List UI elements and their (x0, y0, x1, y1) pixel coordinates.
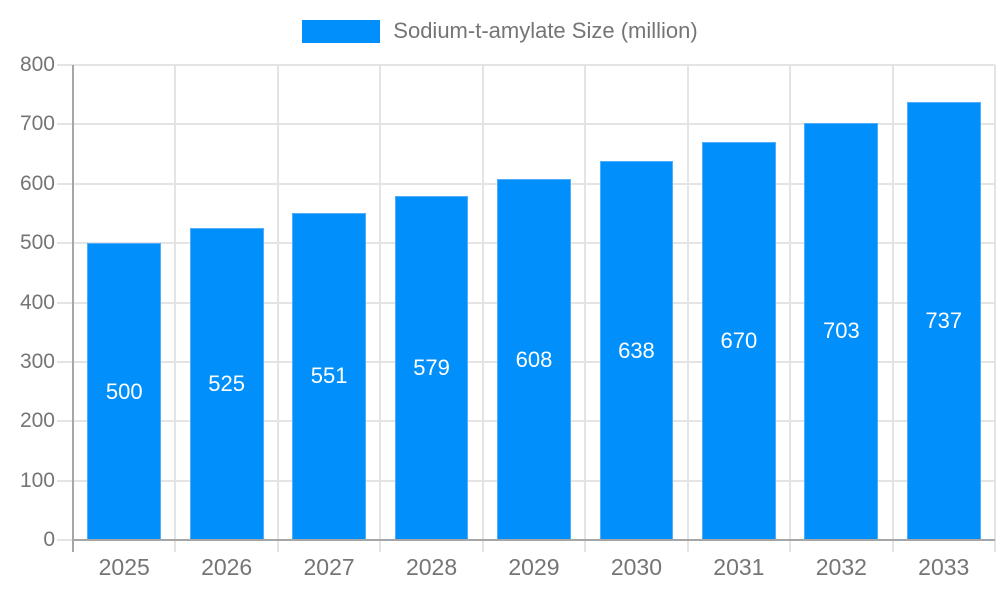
bar-value-label: 703 (822, 318, 860, 344)
y-axis-tick-label: 800 (19, 53, 55, 76)
horizontal-gridline (73, 64, 995, 66)
bar-value-label: 525 (208, 371, 246, 397)
vertical-gridline (789, 65, 792, 540)
vertical-gridline (994, 65, 996, 540)
x-axis-tick-label: 2032 (815, 554, 867, 580)
y-axis-line (72, 65, 74, 552)
plot-area: 0 100 200 300 400 500 600 700 800 500 2025 525 2026 5… (20, 53, 996, 580)
x-axis-line (73, 539, 995, 541)
x-axis-tick (994, 540, 996, 552)
x-axis-tick (481, 540, 484, 552)
legend-swatch-icon (302, 19, 381, 43)
y-axis-tick (57, 242, 73, 245)
vertical-gridline (379, 65, 382, 540)
y-axis-tick (57, 539, 73, 541)
y-axis-tick (57, 64, 73, 66)
x-axis-tick (379, 540, 382, 552)
x-axis-tick (276, 540, 279, 552)
y-axis-tick-label: 400 (19, 290, 55, 314)
y-axis-tick-label: 600 (19, 171, 55, 195)
x-axis-tick-label: 2028 (405, 554, 458, 580)
vertical-gridline (584, 65, 587, 540)
x-axis-tick-label: 2033 (918, 554, 970, 580)
y-axis-tick-label: 700 (19, 112, 55, 136)
y-axis-tick (57, 479, 73, 482)
x-axis-tick-label: 2025 (98, 554, 150, 580)
bar: 670 (702, 142, 776, 540)
y-axis-tick (57, 301, 73, 304)
bar: 525 (189, 228, 264, 540)
y-axis-tick-label: 500 (19, 231, 55, 255)
bar-value-label: 579 (413, 355, 450, 381)
x-axis-tick (584, 540, 587, 552)
bar: 737 (906, 102, 981, 540)
x-axis-tick-label: 2026 (201, 554, 253, 580)
bar-value-label: 670 (720, 328, 758, 354)
x-axis-tick (891, 540, 894, 552)
y-axis-tick-label: 0 (43, 528, 55, 551)
y-axis-tick-label: 200 (19, 409, 55, 433)
horizontal-gridline (73, 123, 995, 126)
bar: 500 (87, 243, 162, 540)
bar-value-label: 551 (310, 363, 348, 389)
vertical-gridline (276, 65, 279, 540)
bar: 703 (804, 122, 879, 540)
bar-value-label: 737 (925, 308, 963, 334)
x-axis-tick (789, 540, 792, 552)
y-axis-tick (57, 420, 73, 423)
bar-value-label: 500 (105, 378, 143, 404)
x-axis-tick-label: 2029 (508, 554, 560, 580)
y-axis-tick-label: 100 (19, 468, 55, 492)
y-axis-tick (57, 360, 73, 363)
bar-value-label: 638 (618, 337, 655, 363)
x-axis-tick (686, 540, 689, 552)
bar: 551 (292, 212, 366, 540)
bar: 608 (497, 179, 571, 540)
bar: 579 (394, 196, 469, 540)
vertical-gridline (891, 65, 894, 540)
vertical-gridline (174, 65, 177, 540)
x-axis-tick-label: 2031 (713, 554, 765, 580)
bar-value-label: 608 (515, 346, 553, 372)
y-axis-tick (57, 182, 73, 185)
vertical-gridline (686, 65, 689, 540)
legend[interactable]: Sodium-t-amylate Size (million) (0, 8, 1000, 54)
legend-label: Sodium-t-amylate Size (million) (393, 18, 698, 43)
vertical-gridline (481, 65, 484, 540)
y-axis-tick (57, 123, 73, 126)
x-axis-tick-label: 2030 (610, 554, 663, 580)
y-axis-tick-label: 300 (19, 349, 55, 373)
bar: 638 (599, 161, 674, 540)
x-axis-tick-label: 2027 (303, 554, 355, 580)
x-axis-tick (174, 540, 177, 552)
